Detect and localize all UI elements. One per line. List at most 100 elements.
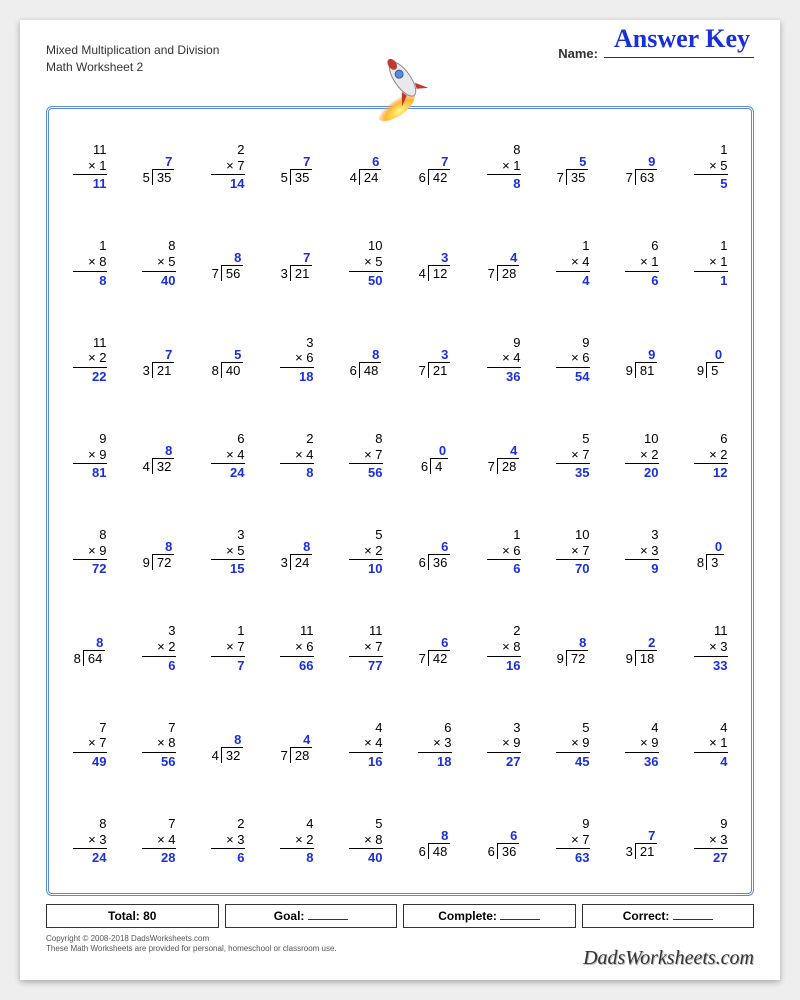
div-quotient: 6 [510,828,517,843]
problem-cell: 7426 [400,600,469,696]
div-divisor: 5 [281,170,290,185]
problem-cell: 3217 [124,312,193,408]
mult-answer: 40 [349,849,383,866]
div-divisor: 3 [281,266,290,281]
mult-bottom: × 7 [349,447,383,465]
brand-text: DadsWorksheets.com [583,947,754,970]
div-divisor: 7 [557,170,566,185]
mult-answer: 81 [73,464,107,481]
mult-problem: 3× 39 [625,527,659,577]
div-dividend: 728 [152,554,174,570]
div-divisor: 8 [697,555,706,570]
mult-problem: 4× 14 [694,720,728,770]
div-quotient: 7 [165,347,172,362]
div-problem: 7355 [557,149,589,185]
mult-answer: 18 [280,368,314,385]
mult-bottom: × 5 [142,254,176,272]
div-quotient: 4 [303,732,310,747]
mult-top: 1 [487,527,521,543]
mult-top: 6 [625,238,659,254]
mult-bottom: × 7 [73,735,107,753]
div-divisor: 4 [212,748,221,763]
mult-problem: 3× 26 [142,623,176,673]
problem-cell: 4123 [400,215,469,311]
mult-problem: 2× 816 [487,623,521,673]
mult-top: 5 [349,816,383,832]
problem-cell: 2× 714 [193,119,262,215]
div-dividend: 366 [497,843,519,859]
mult-bottom: × 2 [280,832,314,850]
mult-top: 4 [694,720,728,736]
div-divisor: 9 [143,555,152,570]
div-quotient: 7 [165,154,172,169]
div-dividend: 213 [428,362,450,378]
problem-cell: 4× 14 [676,697,745,793]
problem-cell: 3× 515 [193,504,262,600]
problem-cell: 9× 981 [55,408,124,504]
problem-cell: 7284 [262,697,331,793]
mult-bottom: × 7 [556,543,590,561]
div-quotient: 7 [441,154,448,169]
problem-cell: 9728 [124,504,193,600]
mult-problem: 9× 436 [487,335,521,385]
mult-top: 10 [349,238,383,254]
mult-problem: 1× 11 [694,238,728,288]
mult-top: 7 [142,816,176,832]
name-line: Answer Key [604,42,754,58]
div-divisor: 7 [488,266,497,281]
mult-answer: 63 [556,849,590,866]
mult-answer: 50 [349,272,383,289]
mult-bottom: × 5 [349,254,383,272]
mult-answer: 8 [487,175,521,192]
div-problem: 3217 [281,245,313,281]
mult-top: 1 [73,238,107,254]
mult-top: 1 [694,238,728,254]
mult-top: 1 [211,623,245,639]
mult-problem: 10× 220 [625,431,659,481]
mult-problem: 10× 770 [556,527,590,577]
problem-cell: 6× 318 [400,697,469,793]
div-problem: 830 [697,534,724,570]
div-quotient: 7 [303,154,310,169]
div-quotient: 6 [441,539,448,554]
div-divisor: 7 [488,459,497,474]
mult-problem: 5× 210 [349,527,383,577]
mult-top: 7 [73,720,107,736]
problem-cell: 2× 48 [262,408,331,504]
problem-cell: 8× 972 [55,504,124,600]
mult-answer: 10 [349,560,383,577]
div-divisor: 4 [143,459,152,474]
mult-bottom: × 9 [73,543,107,561]
div-dividend: 357 [290,169,312,185]
mult-problem: 5× 945 [556,720,590,770]
div-divisor: 4 [350,170,359,185]
problem-cell: 4× 416 [331,697,400,793]
problem-cell: 10× 550 [331,215,400,311]
div-quotient: 5 [234,347,241,362]
div-problem: 7284 [488,438,520,474]
mult-problem: 11× 222 [73,335,107,385]
div-quotient: 9 [648,347,655,362]
div-dividend: 427 [428,169,450,185]
mult-problem: 8× 324 [73,816,107,866]
div-problem: 3217 [143,342,175,378]
div-dividend: 30 [706,554,724,570]
div-quotient: 8 [441,828,448,843]
problem-cell: 11× 222 [55,312,124,408]
problem-cell: 7213 [400,312,469,408]
mult-answer: 20 [625,464,659,481]
div-problem: 7284 [488,245,520,281]
mult-bottom: × 7 [556,832,590,850]
complete-box: Complete: [403,904,576,928]
mult-bottom: × 4 [142,832,176,850]
div-quotient: 6 [441,635,448,650]
mult-answer: 15 [211,560,245,577]
mult-answer: 72 [73,560,107,577]
problem-cell: 8× 18 [469,119,538,215]
mult-answer: 8 [73,272,107,289]
mult-bottom: × 1 [625,254,659,272]
mult-top: 6 [418,720,452,736]
problem-grid: 11× 11153572× 7145357424664278× 18735576… [55,119,745,889]
problem-cell: 9819 [607,312,676,408]
div-dividend: 40 [430,458,448,474]
